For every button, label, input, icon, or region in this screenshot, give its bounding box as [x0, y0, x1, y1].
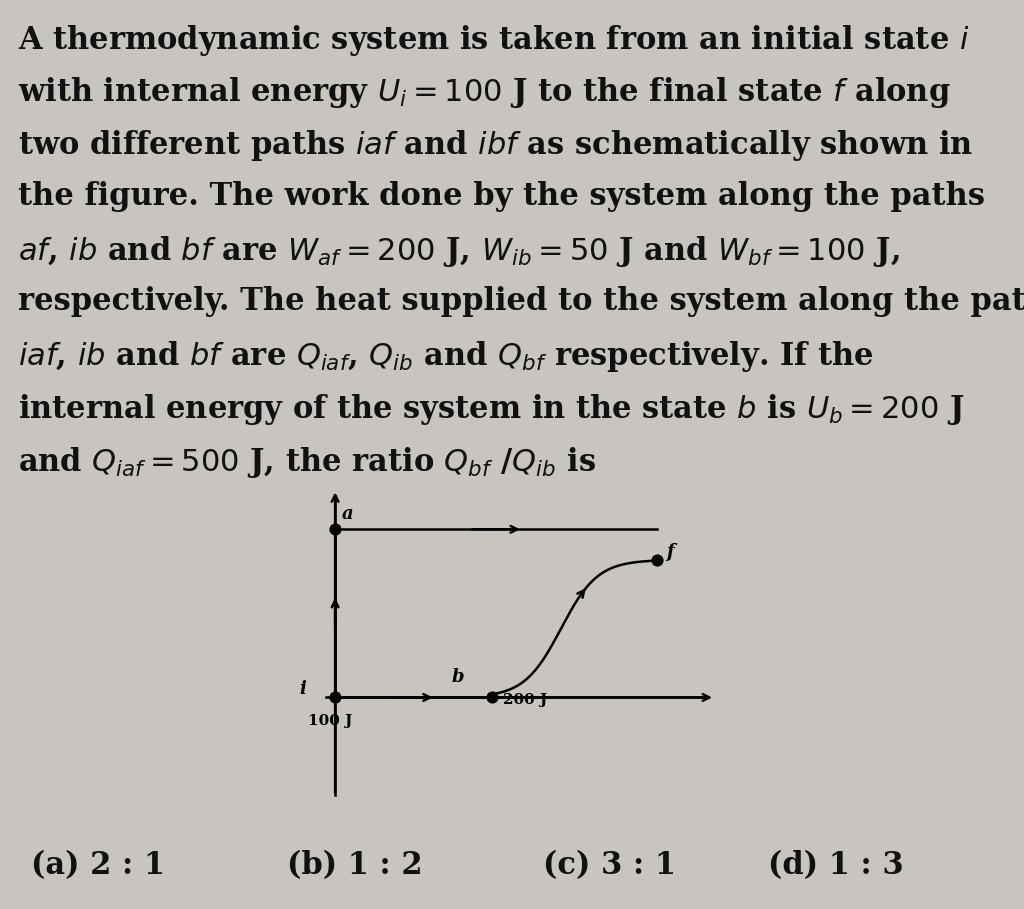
Text: $iaf$, $ib$ and $bf$ are $Q_{iaf}$, $Q_{ib}$ and $Q_{bf}$ respectively. If the: $iaf$, $ib$ and $bf$ are $Q_{iaf}$, $Q_{… [18, 339, 874, 375]
Text: a: a [342, 504, 353, 523]
Text: respectively. The heat supplied to the system along the path: respectively. The heat supplied to the s… [18, 286, 1024, 317]
Text: A thermodynamic system is taken from an initial state $i$: A thermodynamic system is taken from an … [18, 23, 970, 58]
Text: and $Q_{iaf} = 500$ J, the ratio $Q_{bf}$ /$Q_{ib}$ is: and $Q_{iaf} = 500$ J, the ratio $Q_{bf}… [18, 445, 597, 480]
Point [327, 690, 343, 704]
Text: 100 J: 100 J [308, 714, 353, 728]
Text: (d) 1 : 3: (d) 1 : 3 [768, 850, 904, 881]
Text: with internal energy $U_i = 100$ J to the final state $f$ along: with internal energy $U_i = 100$ J to th… [18, 75, 951, 111]
Text: internal energy of the system in the state $b$ is $U_b = 200$ J: internal energy of the system in the sta… [18, 392, 965, 427]
Text: (c) 3 : 1: (c) 3 : 1 [543, 850, 676, 881]
Point [327, 522, 343, 536]
Text: (b) 1 : 2: (b) 1 : 2 [287, 850, 422, 881]
Text: 200 J: 200 J [503, 693, 547, 706]
Text: two different paths $iaf$ and $ibf$ as schematically shown in: two different paths $iaf$ and $ibf$ as s… [18, 128, 974, 164]
Text: b: b [452, 668, 464, 686]
Text: the figure. The work done by the system along the paths: the figure. The work done by the system … [18, 181, 985, 212]
Text: i: i [299, 681, 306, 698]
Text: (a) 2 : 1: (a) 2 : 1 [31, 850, 165, 881]
Text: f: f [666, 543, 674, 561]
Point [648, 553, 665, 567]
Text: $af$, $ib$ and $bf$ are $W_{af} = 200$ J, $W_{ib} = 50$ J and $W_{bf} = 100$ J,: $af$, $ib$ and $bf$ are $W_{af} = 200$ J… [18, 234, 900, 269]
Point [483, 690, 500, 704]
